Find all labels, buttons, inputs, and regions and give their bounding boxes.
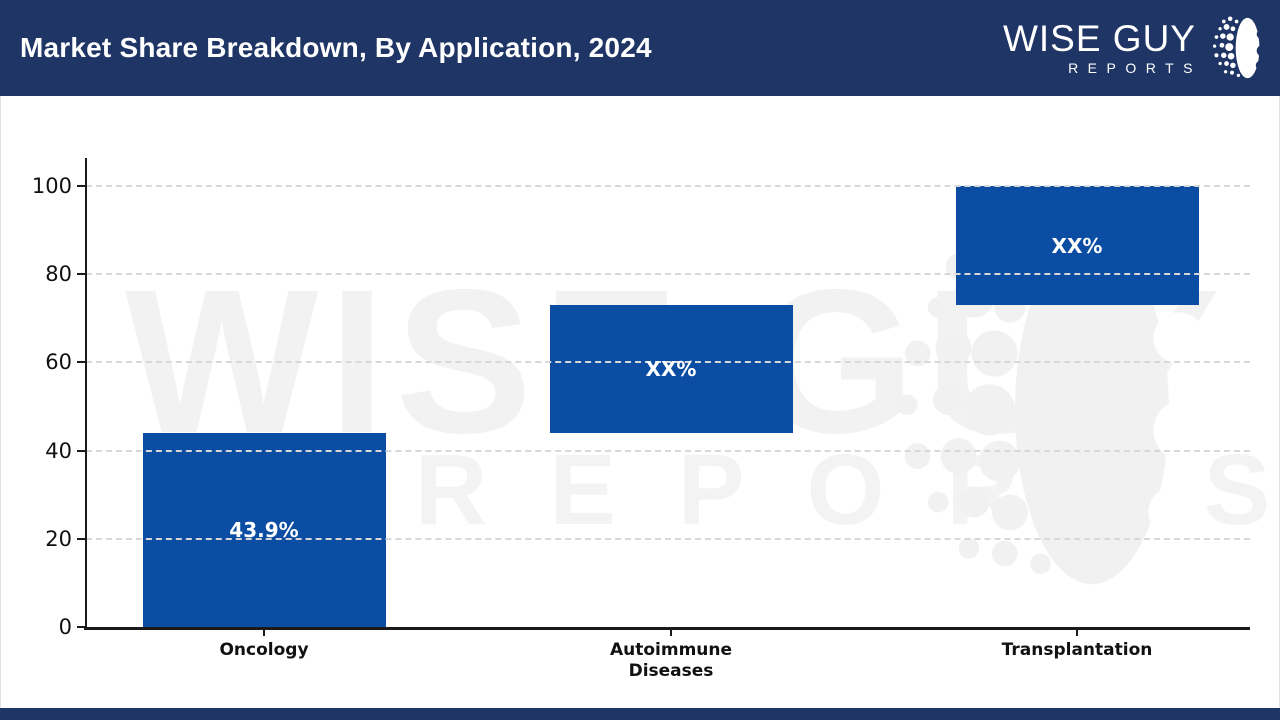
- bar-value-label-3: XX%: [1051, 233, 1103, 258]
- y-tick-label-20: 20: [45, 526, 72, 551]
- category-label-3: Transplantation: [1001, 640, 1153, 660]
- y-tick-100: [77, 185, 85, 187]
- y-tick-20: [77, 537, 85, 540]
- wiseguy-logo: WISE GUY REPORTS: [1003, 10, 1280, 86]
- gridline-80: [86, 273, 1250, 276]
- bar-value-label-2: XX%: [645, 357, 697, 382]
- y-axis-spine: [85, 158, 87, 629]
- bar-value-label-1: 43.9%: [229, 518, 299, 543]
- y-tick-label-100: 100: [31, 174, 72, 198]
- y-tick-label-80: 80: [45, 262, 72, 287]
- y-tick-40: [77, 449, 85, 452]
- gridline-100: [86, 185, 1250, 187]
- y-tick-80: [77, 273, 85, 276]
- logo-head-dots-icon: [1212, 16, 1264, 79]
- y-tick-60: [77, 361, 85, 364]
- x-tick-2: [670, 628, 672, 636]
- category-label-1: Oncology: [219, 640, 309, 660]
- gridline-40: [86, 449, 1250, 452]
- footer-bar: [0, 708, 1280, 720]
- y-tick-label-40: 40: [45, 438, 72, 463]
- bar-oncology: [142, 433, 386, 627]
- y-tick-label-60: 60: [45, 350, 72, 375]
- y-tick-label-0: 0: [58, 615, 72, 639]
- chart-title: Market Share Breakdown, By Application, …: [20, 32, 652, 63]
- logo-reports-text: REPORTS: [1068, 60, 1202, 76]
- category-label-2: Autoimmune Diseases: [609, 640, 733, 681]
- bar-autoimmune-diseases: [549, 305, 793, 434]
- header-bar: Market Share Breakdown, By Application, …: [0, 0, 1280, 96]
- gridline-20: [86, 537, 1250, 540]
- logo-wiseguy-text: WISE GUY: [1002, 18, 1196, 59]
- x-tick-1: [263, 628, 265, 636]
- x-axis-spine: [84, 627, 1250, 630]
- x-tick-3: [1076, 628, 1078, 636]
- gridline-60: [86, 361, 1250, 364]
- logo-text: WISE GUY REPORTS: [1002, 18, 1196, 77]
- y-tick-0: [77, 626, 85, 628]
